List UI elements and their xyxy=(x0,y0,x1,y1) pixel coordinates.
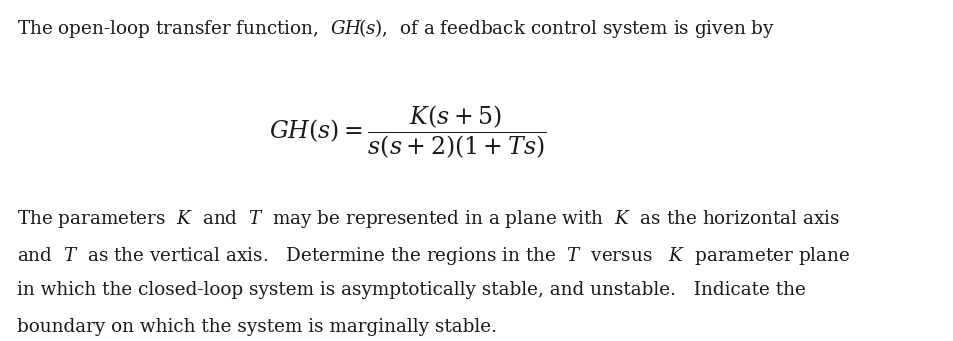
Text: The open-loop transfer function,  $\mathit{GH}\!(s)$,  of a feedback control sys: The open-loop transfer function, $\mathi… xyxy=(17,17,774,40)
Text: in which the closed-loop system is asymptotically stable, and unstable.   Indica: in which the closed-loop system is asymp… xyxy=(17,281,804,299)
Text: and  $T$  as the vertical axis.   Determine the regions in the  $T$  versus   $K: and $T$ as the vertical axis. Determine … xyxy=(17,245,849,267)
Text: $\mathit{GH}(s) = \dfrac{K(s+5)}{s(s+2)(1+Ts)}$: $\mathit{GH}(s) = \dfrac{K(s+5)}{s(s+2)(… xyxy=(269,103,546,160)
Text: boundary on which the system is marginally stable.: boundary on which the system is marginal… xyxy=(17,318,497,336)
Text: The parameters  $K$  and  $T$  may be represented in a plane with  $K$  as the h: The parameters $K$ and $T$ may be repres… xyxy=(17,208,839,230)
